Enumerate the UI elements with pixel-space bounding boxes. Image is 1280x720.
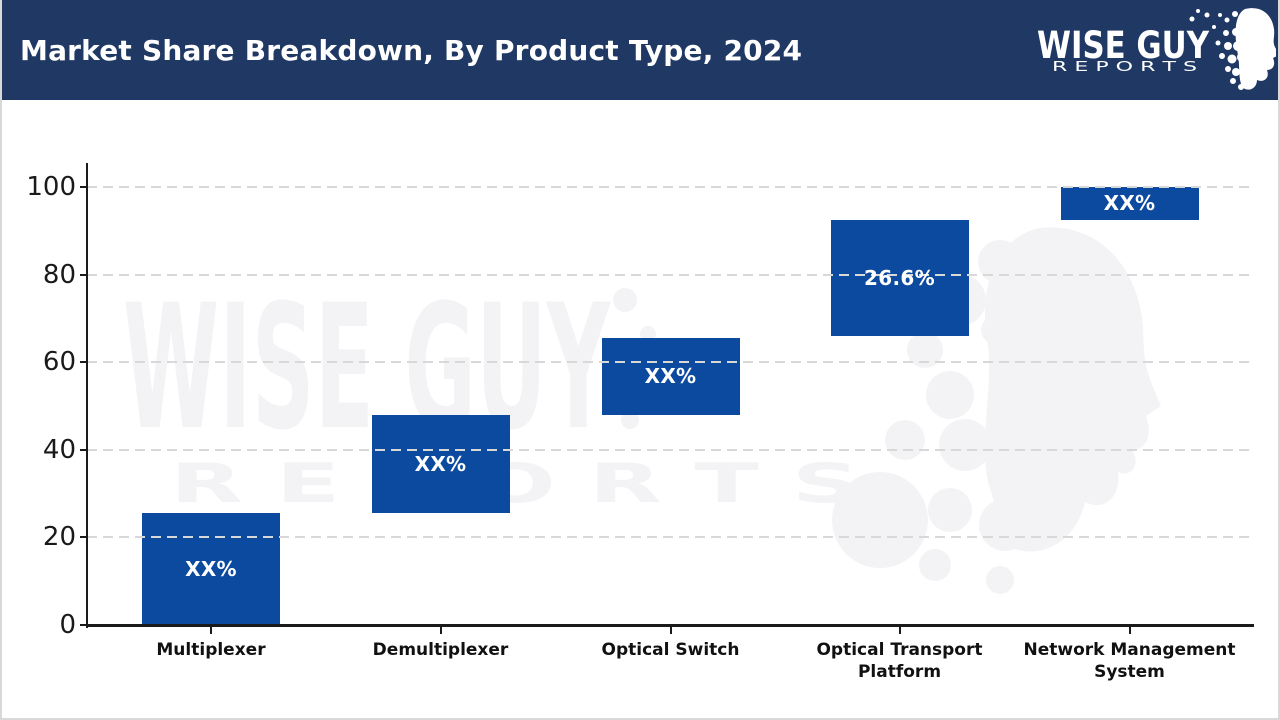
y-tick-label: 0 bbox=[59, 610, 76, 640]
bar bbox=[142, 512, 280, 625]
x-tick-label: Demultiplexer bbox=[372, 640, 509, 660]
x-tick-mark bbox=[210, 627, 212, 634]
bar-value-label: 26.6% bbox=[864, 266, 935, 291]
x-tick-label: Optical Transport Platform bbox=[816, 640, 983, 683]
header-banner: Market Share Breakdown, By Product Type,… bbox=[0, 0, 1280, 100]
y-tick-mark bbox=[80, 536, 88, 539]
watermark-subtext: R E P O R T S bbox=[170, 452, 860, 515]
bar-value-label: XX% bbox=[644, 364, 697, 389]
gridline bbox=[87, 273, 1254, 276]
y-tick-mark bbox=[80, 361, 88, 364]
logo-wordmark: WISE GUY bbox=[1037, 24, 1210, 67]
x-tick-mark bbox=[898, 627, 901, 634]
bar bbox=[371, 414, 510, 513]
x-tick-label: Network Management System bbox=[1023, 640, 1236, 683]
x-axis bbox=[87, 624, 1254, 627]
y-tick-label: 60 bbox=[42, 347, 76, 378]
bar-value-label: XX% bbox=[1103, 191, 1156, 216]
watermark-wordmark: WISE GUY bbox=[123, 267, 611, 468]
x-tick-label: Optical Switch bbox=[601, 640, 740, 660]
y-tick-mark bbox=[80, 186, 88, 188]
watermark-head-icon bbox=[832, 227, 1161, 594]
logo-subtext: R E P O R T S bbox=[1052, 59, 1197, 75]
y-tick-label: 20 bbox=[42, 522, 76, 553]
y-tick-mark bbox=[80, 273, 88, 276]
gridline bbox=[87, 186, 1254, 188]
y-tick-mark bbox=[80, 624, 88, 626]
x-tick-mark bbox=[439, 627, 442, 634]
gridline bbox=[87, 448, 1254, 451]
y-axis bbox=[86, 163, 88, 628]
y-tick-label: 100 bbox=[26, 172, 76, 202]
y-tick-label: 80 bbox=[42, 259, 76, 290]
y-tick-mark bbox=[80, 448, 88, 451]
x-tick-label: Multiplexer bbox=[156, 640, 266, 660]
logo-head-icon bbox=[1189, 8, 1276, 90]
x-tick-mark bbox=[1128, 627, 1131, 634]
chart-title: Market Share Breakdown, By Product Type,… bbox=[20, 33, 803, 67]
bar bbox=[601, 337, 740, 415]
gridline bbox=[87, 536, 1254, 539]
x-tick-mark bbox=[669, 627, 672, 634]
bar-value-label: XX% bbox=[414, 451, 467, 476]
bar bbox=[830, 219, 969, 337]
gridline bbox=[87, 361, 1254, 364]
bar-value-label: XX% bbox=[185, 556, 237, 581]
wise-guy-logo: WISE GUY R E P O R T S bbox=[1037, 8, 1276, 90]
y-tick-label: 40 bbox=[42, 434, 76, 465]
bar bbox=[1060, 187, 1199, 220]
